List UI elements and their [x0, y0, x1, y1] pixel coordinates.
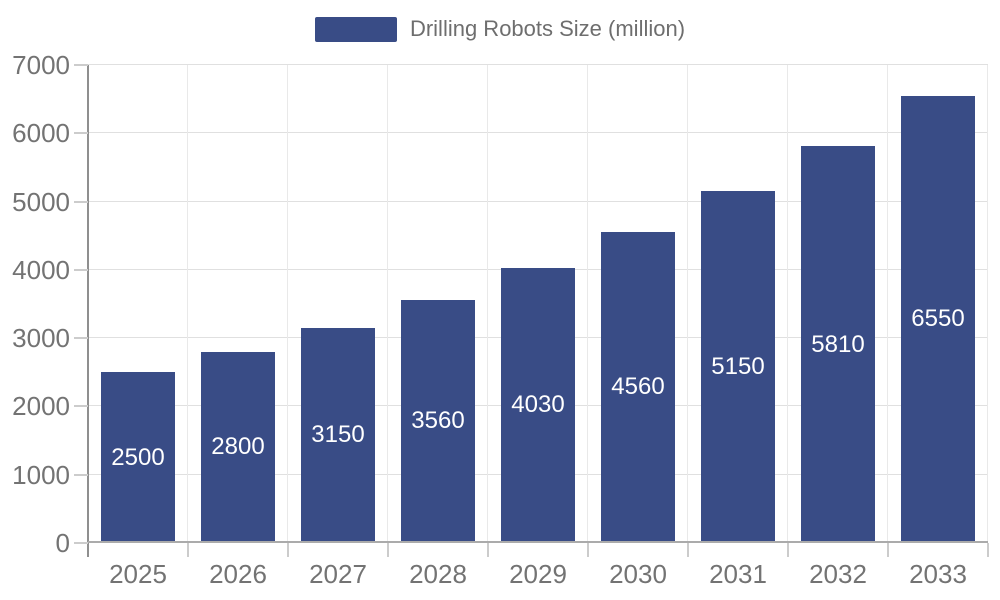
x-tick-mark — [287, 543, 289, 557]
x-gridline — [687, 65, 688, 543]
bar-value-label: 2800 — [211, 433, 265, 461]
y-tick-label: 3000 — [12, 323, 70, 354]
y-tick-label: 1000 — [12, 459, 70, 490]
y-gridline — [88, 64, 988, 65]
x-gridline — [387, 65, 388, 543]
x-tick-mark — [987, 543, 989, 557]
x-tick-label: 2026 — [209, 559, 267, 589]
bar-value-label: 5810 — [811, 330, 865, 358]
x-tick-mark — [187, 543, 189, 557]
y-tick-mark — [74, 473, 88, 476]
x-tick-label: 2033 — [909, 559, 967, 589]
x-tick-mark — [787, 543, 789, 557]
x-tick-label: 2030 — [609, 559, 667, 589]
chart-legend[interactable]: Drilling Robots Size (million) — [0, 16, 1000, 42]
y-tick-label: 5000 — [12, 186, 70, 217]
bar-value-label: 3560 — [411, 407, 465, 435]
y-tick-label: 2000 — [12, 391, 70, 422]
y-tick-label: 7000 — [12, 50, 70, 80]
x-gridline — [487, 65, 488, 543]
x-tick-mark — [687, 543, 689, 557]
y-gridline — [88, 132, 988, 134]
x-tick-label: 2031 — [709, 559, 767, 589]
x-tick-label: 2029 — [509, 559, 567, 589]
plot-area: 0 1000 2000 3000 4000 5000 6000 7000 2500 2025 280… — [12, 50, 989, 589]
y-tick-mark — [74, 200, 88, 203]
x-tick-mark — [587, 543, 589, 557]
y-tick-mark — [74, 268, 88, 271]
y-axis-line — [87, 65, 89, 557]
y-tick-mark — [74, 132, 88, 135]
bar-2031[interactable]: 5150 — [701, 191, 775, 543]
bar-value-label: 3150 — [311, 421, 365, 449]
legend-swatch-icon — [314, 16, 397, 42]
bar-2029[interactable]: 4030 — [501, 267, 575, 543]
bar-value-label: 2500 — [111, 443, 165, 471]
bar-2033[interactable]: 6550 — [901, 95, 975, 543]
x-tick-label: 2028 — [409, 559, 467, 589]
bar-2027[interactable]: 3150 — [301, 327, 375, 543]
x-gridline — [187, 65, 188, 543]
bar-2028[interactable]: 3560 — [401, 299, 475, 543]
bar-2026[interactable]: 2800 — [201, 351, 275, 543]
x-gridline — [787, 65, 788, 543]
x-gridline — [887, 65, 888, 543]
x-tick-label: 2025 — [109, 559, 167, 589]
y-tick-mark — [74, 405, 88, 408]
y-gridline — [88, 200, 988, 202]
bar-2030[interactable]: 4560 — [601, 231, 675, 543]
x-tick-label: 2027 — [309, 559, 367, 589]
x-gridline — [587, 65, 588, 543]
x-tick-mark — [487, 543, 489, 557]
x-tick-mark — [387, 543, 389, 557]
y-tick-mark — [74, 64, 88, 66]
y-tick-label: 0 — [55, 528, 70, 558]
bar-value-label: 4030 — [511, 391, 565, 419]
y-tick-label: 4000 — [12, 254, 70, 285]
x-tick-mark — [887, 543, 889, 557]
bar-value-label: 4560 — [611, 373, 665, 401]
legend-label: Drilling Robots Size (million) — [409, 16, 686, 41]
bar-value-label: 5150 — [711, 353, 765, 381]
x-axis-line — [88, 541, 988, 543]
x-tick-label: 2032 — [809, 559, 867, 589]
y-tick-mark — [74, 337, 88, 340]
bar-2032[interactable]: 5810 — [801, 146, 875, 543]
y-tick-label: 6000 — [12, 118, 70, 149]
x-gridline — [987, 65, 988, 543]
x-gridline — [287, 65, 288, 543]
y-tick-mark — [74, 542, 88, 544]
bar-value-label: 6550 — [911, 305, 965, 333]
bar-2025[interactable]: 2500 — [101, 372, 175, 543]
